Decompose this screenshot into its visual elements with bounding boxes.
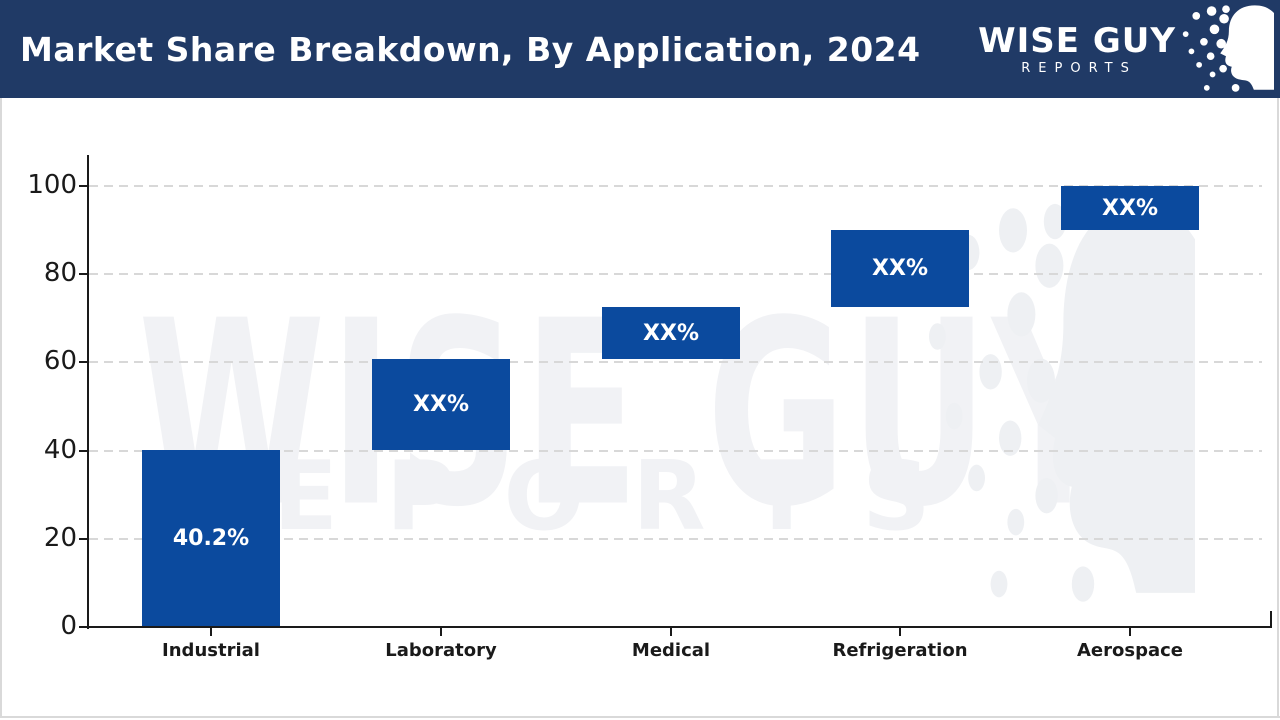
logo-line2: REPORTS	[1021, 60, 1137, 76]
x-axis-end-tick	[1270, 611, 1272, 627]
gridline-80	[89, 273, 1262, 276]
y-tick-label-40: 40	[43, 434, 77, 465]
frame-left-edge	[0, 98, 2, 718]
x-tick-laboratory	[440, 628, 442, 636]
bar-refrigeration: XX%	[831, 230, 969, 308]
logo-wordmark: WISE GUY REPORTS	[978, 24, 1176, 75]
header-bar: Market Share Breakdown, By Application, …	[0, 0, 1280, 98]
x-tick-industrial	[210, 628, 212, 636]
y-tick-label-100: 100	[27, 170, 77, 200]
bar-value-label: XX%	[872, 256, 928, 282]
bar-value-label: XX%	[413, 391, 469, 417]
gridline-40	[89, 449, 1262, 452]
y-tick-80	[79, 273, 87, 276]
gridline-60	[89, 361, 1262, 364]
logo-line1: WISE GUY	[978, 20, 1176, 61]
bar-medical: XX%	[602, 307, 740, 359]
bar-value-label: XX%	[643, 320, 699, 346]
x-tick-label-refrigeration: Refrigeration	[832, 640, 968, 661]
y-tick-label-20: 20	[43, 522, 77, 553]
gridline-20	[89, 537, 1262, 540]
y-tick-0	[79, 626, 87, 628]
frame-right-edge	[1277, 98, 1279, 718]
watermark-face-icon	[929, 203, 1195, 602]
y-tick-20	[79, 537, 87, 540]
wise-guy-reports-logo: WISE GUY REPORTS	[978, 3, 1280, 95]
x-axis-line	[87, 626, 1272, 628]
y-tick-60	[79, 361, 87, 364]
x-tick-label-medical: Medical	[631, 640, 711, 661]
bar-industrial: 40.2%	[142, 449, 280, 627]
y-tick-label-0: 0	[60, 611, 77, 641]
logo-face-icon	[1182, 5, 1274, 92]
gridline-100	[89, 185, 1262, 187]
x-tick-label-aerospace: Aerospace	[1076, 640, 1183, 661]
bar-value-label: 40.2%	[172, 525, 250, 551]
frame-bottom-edge	[0, 716, 1280, 718]
x-tick-label-industrial: Industrial	[162, 640, 260, 661]
watermark-reports: REPORTS	[152, 442, 979, 552]
bar-value-label: XX%	[1102, 195, 1158, 221]
bar-aerospace: XX%	[1061, 186, 1199, 231]
y-axis-line	[87, 155, 89, 629]
y-tick-40	[79, 449, 87, 452]
x-tick-refrigeration	[899, 628, 901, 636]
x-tick-label-laboratory: Laboratory	[385, 640, 497, 661]
y-tick-label-80: 80	[43, 258, 77, 289]
page-title: Market Share Breakdown, By Application, …	[20, 29, 921, 69]
y-tick-100	[79, 185, 87, 187]
y-tick-label-60: 60	[43, 346, 77, 377]
x-tick-aerospace	[1129, 628, 1131, 636]
x-tick-medical	[670, 628, 672, 636]
bar-laboratory: XX%	[372, 358, 510, 450]
